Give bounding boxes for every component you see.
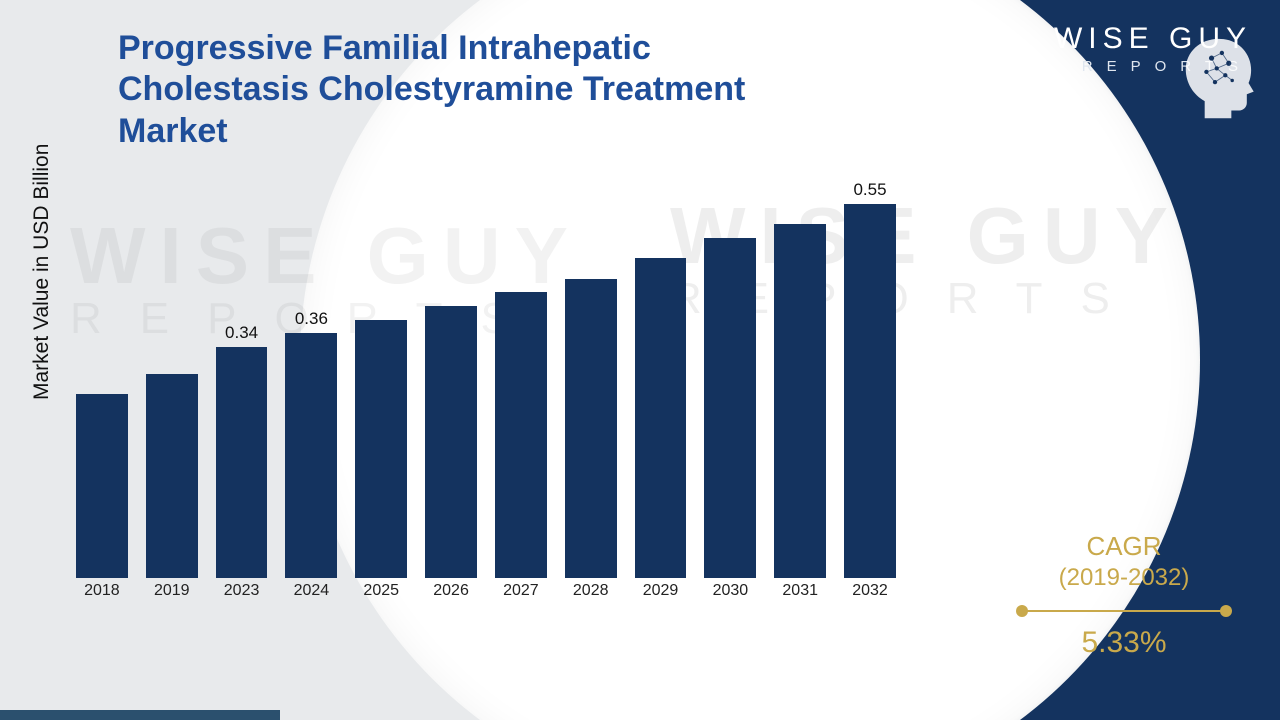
bar-rect	[355, 320, 407, 578]
y-axis-label: Market Value in USD Billion	[30, 144, 54, 400]
bar-2028	[565, 255, 617, 578]
cagr-title: CAGR	[1004, 531, 1244, 562]
bar-value-label: 0.55	[853, 180, 886, 200]
brand-logo: WISE GUY REPORTS	[992, 22, 1252, 75]
bar-2025	[355, 296, 407, 578]
bar-rect	[635, 258, 687, 578]
bar-rect	[565, 279, 617, 578]
bar-2031	[774, 200, 826, 578]
bar-2026	[425, 282, 477, 578]
cagr-box: CAGR (2019-2032) 5.33%	[1004, 531, 1244, 660]
cagr-value: 5.33%	[1004, 626, 1244, 660]
chart-title: Progressive Familial Intrahepatic Choles…	[118, 28, 758, 152]
x-label: 2019	[146, 582, 198, 600]
bar-rect	[146, 374, 198, 578]
x-label: 2029	[635, 582, 687, 600]
bar-rect	[76, 394, 128, 578]
bar-2027	[495, 268, 547, 578]
bar-rect	[285, 333, 337, 578]
x-label: 2030	[704, 582, 756, 600]
bar-value-label: 0.34	[225, 323, 258, 343]
x-label: 2023	[216, 582, 268, 600]
bars-container: 0.34 0.36 0.55	[76, 180, 896, 578]
cagr-divider	[1022, 610, 1226, 612]
bar-rect	[704, 238, 756, 578]
x-label: 2024	[285, 582, 337, 600]
bar-2019	[146, 350, 198, 578]
bar-rect	[844, 204, 896, 578]
bar-2023: 0.34	[216, 323, 268, 578]
x-label: 2026	[425, 582, 477, 600]
x-axis-labels: 2018 2019 2023 2024 2025 2026 2027 2028 2029 2030…	[76, 582, 896, 600]
x-label: 2018	[76, 582, 128, 600]
x-label: 2032	[844, 582, 896, 600]
x-label: 2025	[355, 582, 407, 600]
bar-chart: 0.34 0.36 0.55 2018 2019 2023 2024 2025 2026 202…	[76, 180, 896, 600]
infographic-stage: WISE GUY REPORTS WISE GUY REPORTS Progre…	[0, 0, 1280, 720]
x-label: 2031	[774, 582, 826, 600]
bottom-accent-bar	[0, 710, 280, 720]
bar-2029	[635, 234, 687, 578]
bar-2024: 0.36	[285, 309, 337, 578]
x-label: 2028	[565, 582, 617, 600]
bar-2030	[704, 214, 756, 578]
bar-value-label: 0.36	[295, 309, 328, 329]
bar-rect	[774, 224, 826, 578]
bar-rect	[425, 306, 477, 578]
cagr-range: (2019-2032)	[1004, 564, 1244, 592]
bar-rect	[495, 292, 547, 578]
bar-2018	[76, 370, 128, 578]
brain-head-icon	[1172, 34, 1258, 120]
bar-rect	[216, 347, 268, 578]
bar-2032: 0.55	[844, 180, 896, 578]
x-label: 2027	[495, 582, 547, 600]
